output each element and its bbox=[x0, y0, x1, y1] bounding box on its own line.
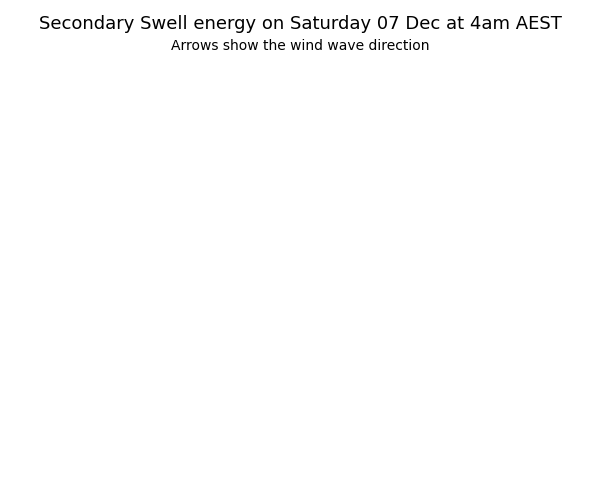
Text: Secondary Swell energy on Saturday 07 Dec at 4am AEST: Secondary Swell energy on Saturday 07 De… bbox=[39, 15, 562, 33]
Text: Arrows show the wind wave direction: Arrows show the wind wave direction bbox=[171, 39, 430, 53]
